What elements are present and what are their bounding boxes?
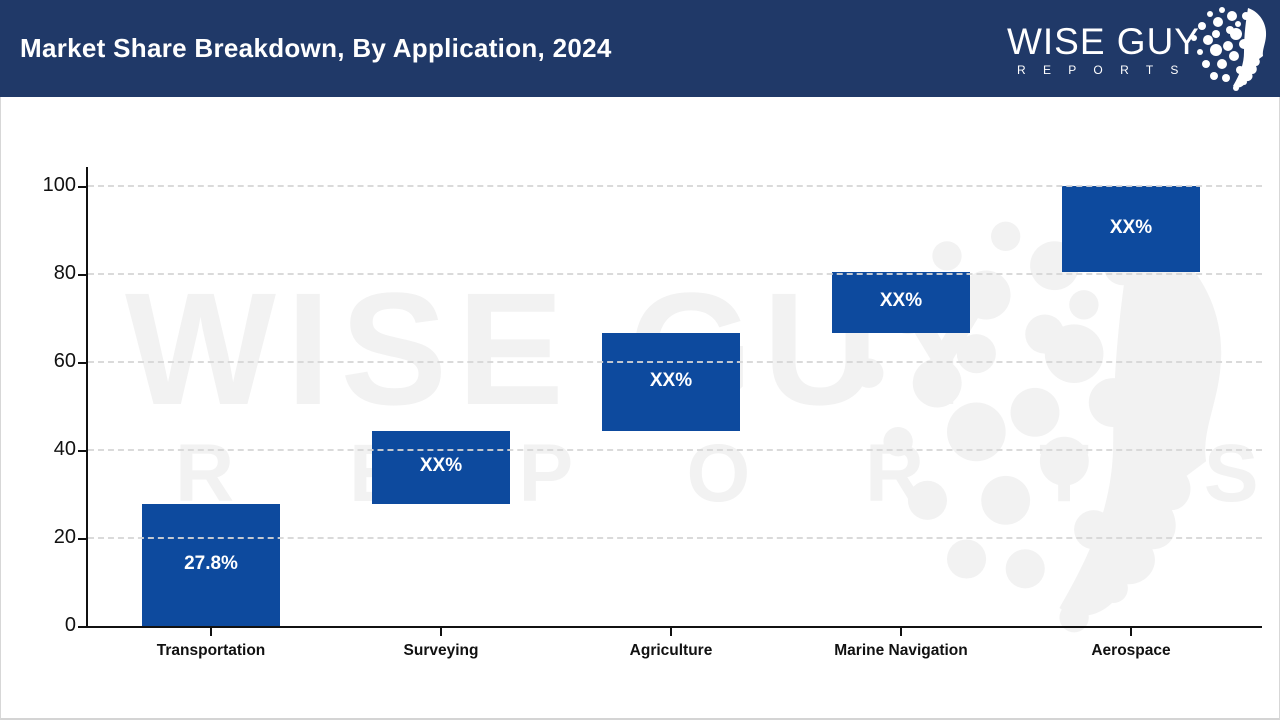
y-axis-tick-label: 0 (64, 614, 76, 636)
y-axis-tick (78, 362, 86, 364)
x-axis-tick (440, 628, 442, 636)
x-axis-tick (670, 628, 672, 636)
y-axis-tick-label: 100 (42, 174, 76, 196)
chart-title: Market Share Breakdown, By Application, … (20, 33, 612, 63)
wiseguy-logo-text: WISE GUY R E P O R T S (1006, 20, 1200, 77)
bar-segment[interactable] (142, 503, 280, 626)
y-axis-tick-label: 60 (53, 350, 76, 372)
x-axis-tick (210, 628, 212, 636)
gridline (88, 449, 1262, 451)
bar-segment[interactable] (602, 332, 740, 432)
y-axis-tick-label: 40 (53, 438, 76, 460)
y-axis-line (86, 167, 88, 628)
x-axis-category-label: Marine Navigation (834, 642, 968, 659)
x-axis-category-label: Agriculture (629, 642, 713, 659)
header-bar: Market Share Breakdown, By Application, … (0, 0, 1280, 97)
bar-segment[interactable] (1062, 186, 1200, 273)
bar-value-label: XX% (1109, 217, 1153, 239)
y-axis-tick-label: 20 (53, 526, 76, 548)
x-axis-category-label: Aerospace (1091, 642, 1171, 659)
x-axis-line (86, 626, 1262, 628)
bar-value-label: 27.8% (184, 552, 238, 574)
x-axis-category-label: Transportation (156, 642, 266, 659)
y-axis-tick (78, 450, 86, 452)
wiseguy-logo: WISE GUY R E P O R T S (1007, 4, 1270, 94)
gridline (88, 185, 1262, 187)
bar-segment[interactable] (372, 431, 510, 504)
y-axis-tick (78, 274, 86, 276)
y-axis-tick (78, 186, 86, 188)
y-axis-tick (78, 538, 86, 540)
x-axis-tick (1130, 628, 1132, 636)
gridline (88, 273, 1262, 275)
bar-value-label: XX% (649, 369, 693, 391)
gridline (88, 361, 1262, 363)
wiseguy-head-icon (1191, 7, 1267, 91)
bar-value-label: XX% (879, 290, 923, 312)
bar-value-label: XX% (419, 455, 463, 477)
x-axis-tick (900, 628, 902, 636)
y-axis-tick-label: 80 (53, 262, 76, 284)
gridline (88, 537, 1262, 539)
bar-segment[interactable] (832, 272, 970, 333)
chart-area: WISE GUY R E P O R T S 0 20 40 60 80 100 27.8%… (0, 97, 1280, 720)
y-axis-tick (78, 626, 86, 628)
x-axis-category-label: Surveying (403, 642, 479, 659)
logo-wordmark: WISE GUY (1006, 20, 1200, 62)
logo-subtitle: R E P O R T S (1016, 62, 1186, 77)
